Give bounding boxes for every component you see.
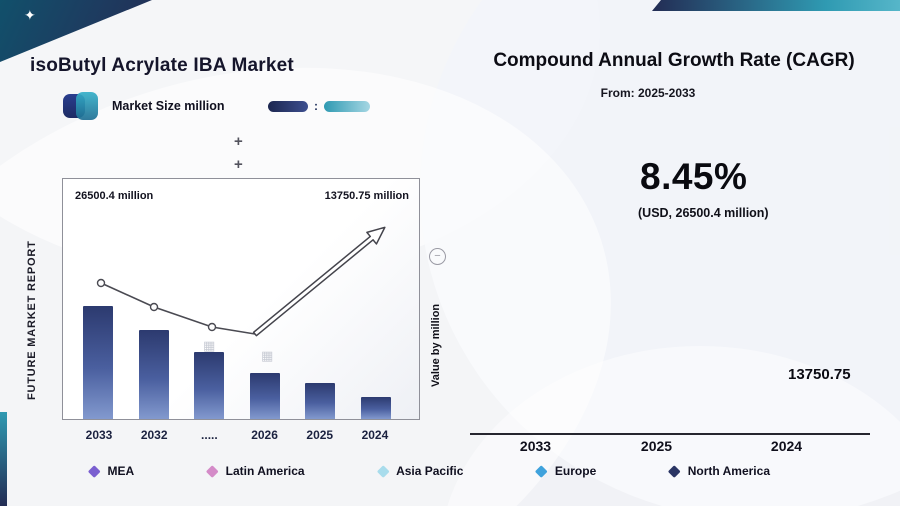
legend-diamond-icon [88,464,101,478]
cagr-note: (USD, 26500.4 million) [638,206,769,220]
pill-teal-icon [324,100,370,112]
legend-label: MEA [107,464,135,478]
left-bars [63,179,419,419]
legend-diamond-icon [206,464,219,478]
pill-colon: : [314,99,318,113]
page-title: isoButyl Acrylate IBA Market [30,55,294,76]
sparkle-icon: ✦ [24,7,36,23]
x-axis-label: 2033 [519,438,552,454]
cagr-title: Compound Annual Growth Rate (CAGR) [493,50,855,71]
plus-icon: + [234,133,243,150]
legend-label: Asia Pacific [396,464,464,478]
region-legend: MEA Latin America Asia Pacific Europe North … [88,464,770,478]
value-axis-label: Value by million [430,303,442,387]
market-size-chart: 26500.4 million 13750.75 million ▦ ▦ [62,178,420,420]
legend-diamond-icon [535,464,548,478]
future-market-report-label: FUTURE MARKET REPORT [26,240,38,401]
cagr-value: 8.45% [640,156,748,197]
cagr-period: From: 2025-2033 [600,86,696,100]
top-right-accent-bar [652,0,900,11]
legend-item-north-america: North America [668,464,770,478]
market-size-bar [360,397,391,419]
cagr-chart [470,148,872,435]
database-icon [63,92,99,120]
minus-glyph: − [434,250,441,262]
market-size-bar [249,373,280,419]
left-x-axis-labels: 2033 2032..... 2026 2025 2024 [62,428,420,442]
left-edge-accent-strip [0,412,7,506]
market-size-bar [194,351,225,419]
market-size-bar [305,383,336,419]
market-size-bar [138,330,169,419]
legend-item-europe: Europe [535,464,597,478]
x-axis-line [470,433,870,435]
x-axis-label: 2024 [361,428,389,442]
x-axis-label: 2025 [306,428,334,442]
legend-label: Latin America [225,464,305,478]
annotation-end-value: 13750.75 million [324,190,409,202]
x-axis-label: 2024 [770,438,803,454]
end-value-label: 13750.75 [788,366,851,383]
market-size-bar [83,306,113,419]
x-axis-label: 2025 [640,438,673,454]
x-axis-label: ..... [201,428,218,442]
scale-pills: : [268,100,370,112]
legend-item-latin-america: Latin America [206,464,305,478]
x-axis-label: 2032 [140,428,168,442]
legend-item-mea: MEA [88,464,135,478]
right-x-axis-labels: 2033 2025 2024 [470,438,872,454]
database-icon-front [76,92,98,120]
pill-navy-icon [268,100,308,112]
legend-label: Europe [554,464,597,478]
legend-diamond-icon [376,464,389,478]
grid-watermark-icon: ▦ [203,338,216,353]
grid-watermark-icon: ▦ [261,348,274,363]
market-size-legend: Market Size million [63,92,225,120]
x-axis-label: 2026 [251,428,278,442]
market-size-label: Market Size million [112,99,225,113]
legend-item-asia-pacific: Asia Pacific [376,464,464,478]
legend-diamond-icon [668,464,681,478]
legend-label: North America [687,464,770,478]
x-axis-label: 2033 [85,428,113,442]
plus-icon: + [234,156,243,173]
minus-circle-icon: − [429,248,446,265]
annotation-start-value: 26500.4 million [75,190,154,202]
